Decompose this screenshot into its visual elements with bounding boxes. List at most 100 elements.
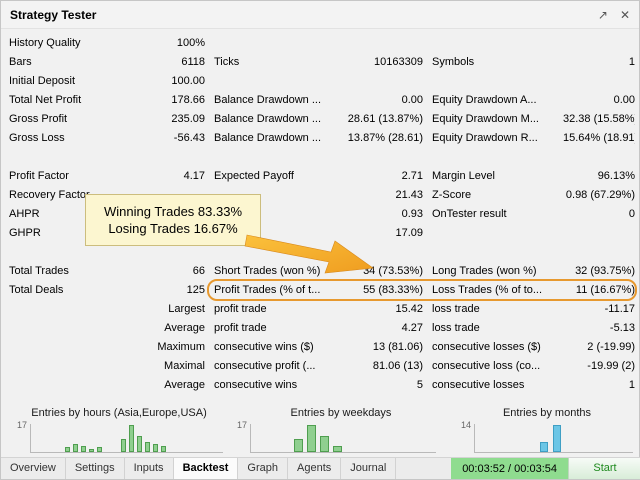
close-icon[interactable]: ✕: [619, 7, 630, 22]
stat-label: [423, 243, 563, 262]
stat-label: History Quality: [9, 37, 81, 49]
stat-label: consecutive losses: [432, 379, 525, 391]
stat-value: [563, 224, 635, 243]
stat-label: [9, 319, 131, 338]
stat-value: -56.43: [173, 132, 205, 144]
stat-value: 5: [416, 379, 423, 391]
stat-label: Total Deals: [9, 284, 64, 296]
stat-value: [563, 243, 635, 262]
stat-label: loss trade: [432, 322, 480, 334]
chart-bar: [333, 446, 342, 452]
stat-label: Short Trades (won %): [214, 265, 321, 277]
y-axis-max-label: 17: [16, 420, 27, 430]
stat-label: [9, 148, 131, 167]
stat-value: [563, 148, 635, 167]
tab-settings[interactable]: Settings: [66, 458, 125, 479]
titlebar: Strategy Tester ↗ ✕: [1, 1, 639, 29]
stat-label: [205, 72, 341, 91]
stat-value: 178.66: [171, 94, 205, 106]
stat-value: [131, 148, 205, 167]
stat-value: 0.00: [613, 94, 635, 106]
table-row: Profit Factor 4.17 Expected Payoff 2.71 Marg…: [9, 167, 635, 186]
stat-label: [423, 72, 563, 91]
stat-label: loss trade: [432, 303, 480, 315]
stat-value: -11.17: [604, 303, 635, 315]
stat-value: 0.98 (67.29%): [565, 189, 635, 201]
chart-bar: [553, 425, 561, 452]
stat-label: Recovery Factor: [9, 189, 90, 201]
callout: Winning Trades 83.33% Losing Trades 16.6…: [85, 194, 261, 246]
stat-value: 1: [628, 379, 635, 391]
stat-label: Z-Score: [432, 189, 472, 201]
stat-label: Balance Drawdown ...: [214, 94, 321, 106]
stat-value: 0.93: [401, 208, 423, 220]
stat-label: Profit Factor: [9, 170, 69, 182]
stat-value: 0: [628, 208, 635, 220]
stat-label: Equity Drawdown A...: [432, 94, 537, 106]
panel-title: Strategy Tester: [10, 7, 97, 22]
tab-graph[interactable]: Graph: [238, 458, 288, 479]
stat-value: 6118: [181, 56, 205, 68]
tab-overview[interactable]: Overview: [1, 458, 66, 479]
table-row: GHPR 17.09: [9, 224, 635, 243]
stat-value: -5.13: [609, 322, 635, 334]
stat-value: 96.13%: [597, 170, 635, 182]
table-row: Total Deals 125 Profit Trades (% of t... 55…: [9, 281, 635, 300]
stat-label: Bars: [9, 56, 32, 68]
callout-line-1: Winning Trades 83.33%: [103, 204, 243, 219]
stat-value: 0.00: [401, 94, 423, 106]
tab-backtest[interactable]: Backtest: [173, 458, 239, 479]
stat-label: Total Net Profit: [9, 94, 82, 106]
stat-label: Balance Drawdown ...: [214, 113, 321, 125]
tab-inputs[interactable]: Inputs: [125, 458, 174, 479]
table-row: Total Trades 66 Short Trades (won %) 34 (73…: [9, 262, 635, 281]
stat-value: Largest: [168, 303, 205, 315]
chart-entries-by-hours: Entries by hours (Asia,Europe,USA) 17: [1, 407, 229, 453]
table-row: Average consecutive wins 5 consecutive loss…: [9, 376, 635, 395]
table-row: Gross Loss -56.43 Balance Drawdown ... 13.8…: [9, 129, 635, 148]
stat-value: 235.09: [171, 113, 205, 125]
chart-bar: [540, 442, 548, 452]
chart-bar: [294, 439, 303, 452]
stat-label: [9, 376, 131, 395]
stat-value: 13.87% (28.61): [347, 132, 423, 144]
table-row: Maximal consecutive profit (... 81.06 (13)…: [9, 357, 635, 376]
detach-icon[interactable]: ↗: [597, 7, 608, 22]
stat-label: consecutive losses ($): [432, 341, 541, 353]
stat-value: 125: [186, 284, 205, 296]
stat-value: 21.43: [395, 189, 423, 201]
chart-bar: [81, 446, 86, 452]
tab-agents[interactable]: Agents: [288, 458, 342, 479]
chart-bar: [307, 425, 316, 452]
stat-label: Margin Level: [432, 170, 495, 182]
stat-value: 55 (83.33%): [363, 284, 423, 296]
stat-label: Profit Trades (% of t...: [214, 284, 321, 296]
stat-label: Expected Payoff: [214, 170, 294, 182]
stat-value: [563, 72, 635, 91]
chart-bar: [73, 444, 78, 452]
table-row: Maximum consecutive wins ($) 13 (81.06) con…: [9, 338, 635, 357]
stat-value: 2.71: [401, 170, 423, 182]
chart-plot: [30, 424, 223, 453]
stat-value: 66: [192, 265, 205, 277]
table-row: [9, 148, 635, 167]
chart-bar: [89, 449, 94, 452]
stat-label: Ticks: [214, 56, 240, 68]
stat-label: Gross Loss: [9, 132, 65, 144]
start-button[interactable]: Start: [568, 458, 640, 479]
tab-journal[interactable]: Journal: [341, 458, 397, 479]
stat-value: Average: [164, 379, 205, 391]
chart-bar: [145, 442, 150, 452]
stat-value: 2 (-19.99): [587, 341, 635, 353]
table-row: Total Net Profit 178.66 Balance Drawdown .…: [9, 91, 635, 110]
stat-label: profit trade: [214, 303, 267, 315]
stat-value: Maximal: [164, 360, 205, 372]
stat-value: 4.27: [401, 322, 423, 334]
chart-bar: [129, 425, 134, 452]
stat-label: consecutive profit (...: [214, 360, 316, 372]
stat-label: Loss Trades (% of to...: [432, 284, 543, 296]
stat-label: [423, 224, 563, 243]
stat-label: [205, 148, 341, 167]
stat-label: [423, 34, 563, 53]
table-row: Largest profit trade 15.42 loss trade -11.17: [9, 300, 635, 319]
